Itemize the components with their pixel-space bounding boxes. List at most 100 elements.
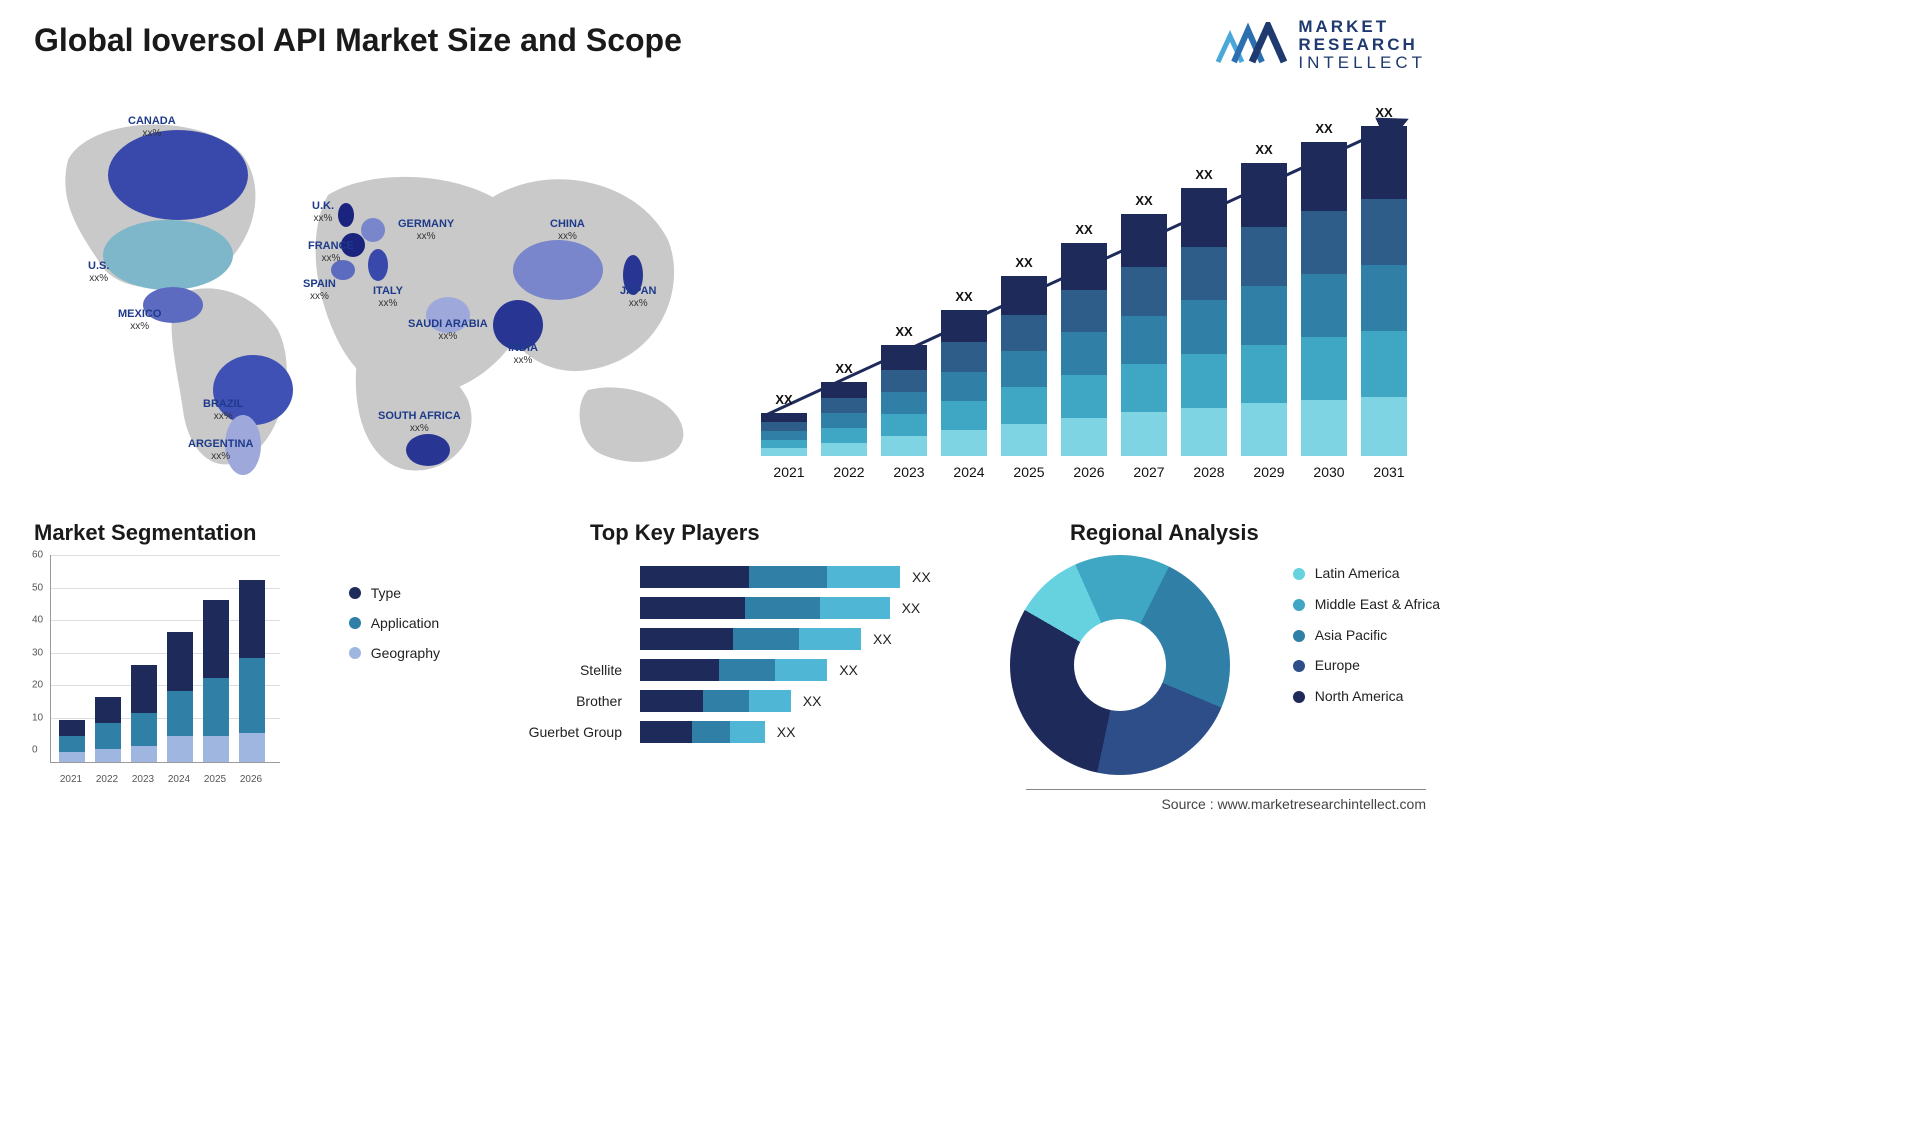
- growth-bar-2030: [1301, 142, 1347, 456]
- growth-bar-2021: [761, 413, 807, 456]
- map-country-u-k-: [338, 203, 354, 227]
- map-country-italy: [368, 249, 388, 281]
- map-label-saudi-arabia: SAUDI ARABIAxx%: [408, 318, 488, 342]
- regional-legend: Latin America Middle East & Africa Asia Pa…: [1293, 565, 1440, 719]
- seg-ylabel: 60: [32, 550, 43, 561]
- seg-ylabel: 0: [32, 745, 38, 756]
- player-bar: [640, 659, 827, 681]
- player-value: XX: [777, 724, 796, 740]
- player-value: XX: [873, 631, 892, 647]
- regional-legend-item: Middle East & Africa: [1293, 596, 1440, 613]
- source-citation: Source : www.marketresearchintellect.com: [1161, 796, 1426, 812]
- growth-bar-value: XX: [1061, 222, 1107, 237]
- growth-xlabel: 2031: [1366, 464, 1412, 480]
- player-bar: [640, 721, 765, 743]
- map-label-france: FRANCExx%: [308, 240, 354, 264]
- logo-text: MARKET RESEARCH INTELLECT: [1298, 18, 1426, 72]
- player-bar: [640, 690, 791, 712]
- growth-bar-2024: [941, 310, 987, 456]
- seg-xlabel: 2025: [202, 774, 228, 785]
- growth-bar-2029: [1241, 163, 1287, 456]
- growth-bar-value: XX: [761, 392, 807, 407]
- seg-bar-2021: [59, 720, 85, 762]
- growth-bar-value: XX: [1181, 167, 1227, 182]
- growth-bar-2031: [1361, 126, 1407, 456]
- donut-chart: [1010, 555, 1230, 775]
- brand-logo: MARKET RESEARCH INTELLECT: [1216, 18, 1426, 72]
- seg-legend-item: Geography: [349, 645, 440, 661]
- map-country-germany: [361, 218, 385, 242]
- growth-bar-value: XX: [1301, 121, 1347, 136]
- seg-bar-2022: [95, 697, 121, 762]
- player-value: XX: [902, 600, 921, 616]
- key-players-chart: XXXXXXStelliteXXBrotherXXGuerbet GroupXX: [480, 560, 960, 785]
- world-map-panel: CANADAxx%U.S.xx%MEXICOxx%BRAZILxx%ARGENT…: [28, 90, 708, 490]
- growth-bar-2026: [1061, 243, 1107, 456]
- growth-bar-2027: [1121, 214, 1167, 456]
- seg-xlabel: 2024: [166, 774, 192, 785]
- growth-bar-value: XX: [1361, 105, 1407, 120]
- seg-xlabel: 2022: [94, 774, 120, 785]
- seg-bar-2025: [203, 600, 229, 763]
- seg-legend-item: Type: [349, 585, 440, 601]
- regional-legend-item: Latin America: [1293, 565, 1440, 582]
- seg-ylabel: 30: [32, 647, 43, 658]
- growth-bar-value: XX: [881, 324, 927, 339]
- seg-bar-2024: [167, 632, 193, 762]
- player-label: Guerbet Group: [480, 724, 622, 740]
- map-country-u-s-: [103, 220, 233, 290]
- map-label-canada: CANADAxx%: [128, 115, 176, 139]
- map-label-china: CHINAxx%: [550, 218, 585, 242]
- player-value: XX: [912, 569, 931, 585]
- map-label-u-k-: U.K.xx%: [312, 200, 334, 224]
- source-divider: [1026, 789, 1426, 790]
- segmentation-heading: Market Segmentation: [34, 520, 257, 546]
- growth-bar-2025: [1001, 276, 1047, 456]
- map-label-spain: SPAINxx%: [303, 278, 336, 302]
- growth-xlabel: 2028: [1186, 464, 1232, 480]
- growth-bar-value: XX: [1001, 255, 1047, 270]
- growth-xlabel: 2025: [1006, 464, 1052, 480]
- map-label-japan: JAPANxx%: [620, 285, 656, 309]
- growth-bar-value: XX: [821, 361, 867, 376]
- map-label-italy: ITALYxx%: [373, 285, 403, 309]
- seg-bar-2026: [239, 580, 265, 762]
- growth-bar-2028: [1181, 188, 1227, 457]
- player-value: XX: [803, 693, 822, 709]
- map-label-brazil: BRAZILxx%: [203, 398, 243, 422]
- seg-xlabel: 2021: [58, 774, 84, 785]
- seg-ylabel: 20: [32, 680, 43, 691]
- growth-xlabel: 2021: [766, 464, 812, 480]
- growth-xlabel: 2030: [1306, 464, 1352, 480]
- map-country-south-africa: [406, 434, 450, 466]
- regional-legend-item: North America: [1293, 688, 1440, 705]
- seg-bar-2023: [131, 665, 157, 763]
- map-country-canada: [108, 130, 248, 220]
- seg-ylabel: 50: [32, 582, 43, 593]
- growth-bar-2022: [821, 382, 867, 456]
- map-label-u-s-: U.S.xx%: [88, 260, 109, 284]
- growth-xlabel: 2022: [826, 464, 872, 480]
- player-bar: [640, 597, 890, 619]
- map-label-mexico: MEXICOxx%: [118, 308, 161, 332]
- player-label: Stellite: [480, 662, 622, 678]
- growth-xlabel: 2029: [1246, 464, 1292, 480]
- growth-xlabel: 2023: [886, 464, 932, 480]
- seg-ylabel: 40: [32, 615, 43, 626]
- map-label-india: INDIAxx%: [508, 342, 538, 366]
- logo-line-2: RESEARCH: [1298, 36, 1426, 54]
- map-label-germany: GERMANYxx%: [398, 218, 454, 242]
- growth-bar-2023: [881, 345, 927, 456]
- regional-legend-item: Asia Pacific: [1293, 627, 1440, 644]
- page-title: Global Ioversol API Market Size and Scop…: [34, 22, 682, 59]
- growth-xlabel: 2024: [946, 464, 992, 480]
- growth-bar-value: XX: [1121, 193, 1167, 208]
- growth-xlabel: 2026: [1066, 464, 1112, 480]
- growth-xlabel: 2027: [1126, 464, 1172, 480]
- player-bar: [640, 628, 861, 650]
- growth-bar-value: XX: [941, 289, 987, 304]
- seg-xlabel: 2023: [130, 774, 156, 785]
- regional-analysis-chart: Latin America Middle East & Africa Asia Pa…: [1000, 550, 1440, 785]
- logo-line-1: MARKET: [1298, 18, 1426, 36]
- growth-bar-chart: XXXXXXXXXXXXXXXXXXXXXX 20212022202320242…: [756, 105, 1426, 480]
